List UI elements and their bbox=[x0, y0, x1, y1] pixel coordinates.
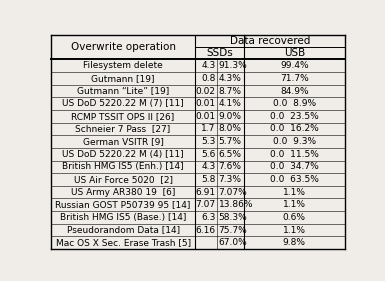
Text: 7.07: 7.07 bbox=[196, 200, 216, 209]
Text: 91.3%: 91.3% bbox=[219, 61, 248, 70]
Text: 1.1%: 1.1% bbox=[283, 200, 306, 209]
Text: Gutmann [19]: Gutmann [19] bbox=[91, 74, 155, 83]
Text: British HMG IS5 (Enh.) [14]: British HMG IS5 (Enh.) [14] bbox=[62, 162, 184, 171]
Text: 4.3: 4.3 bbox=[201, 61, 216, 70]
Text: RCMP TSSIT OPS II [26]: RCMP TSSIT OPS II [26] bbox=[72, 112, 175, 121]
Text: US DoD 5220.22 M (4) [11]: US DoD 5220.22 M (4) [11] bbox=[62, 150, 184, 159]
Text: 4.3%: 4.3% bbox=[219, 74, 241, 83]
Text: Overwrite operation: Overwrite operation bbox=[70, 42, 176, 52]
Text: 0.0  63.5%: 0.0 63.5% bbox=[270, 175, 319, 184]
Text: 5.3: 5.3 bbox=[201, 137, 216, 146]
Text: 0.0  23.5%: 0.0 23.5% bbox=[270, 112, 319, 121]
Text: 5.8: 5.8 bbox=[201, 175, 216, 184]
Text: 0.6%: 0.6% bbox=[283, 213, 306, 222]
Text: 7.6%: 7.6% bbox=[219, 162, 242, 171]
Text: 0.0  9.3%: 0.0 9.3% bbox=[273, 137, 316, 146]
Text: 1.7: 1.7 bbox=[201, 124, 216, 133]
Text: 7.07%: 7.07% bbox=[219, 188, 248, 197]
Text: 0.8: 0.8 bbox=[201, 74, 216, 83]
Text: USB: USB bbox=[284, 48, 305, 58]
Text: German VSITR [9]: German VSITR [9] bbox=[83, 137, 164, 146]
Text: 6.16: 6.16 bbox=[196, 226, 216, 235]
Text: US Air Force 5020  [2]: US Air Force 5020 [2] bbox=[74, 175, 172, 184]
Text: 67.0%: 67.0% bbox=[219, 238, 248, 247]
Text: 8.7%: 8.7% bbox=[219, 87, 242, 96]
Text: 0.0  34.7%: 0.0 34.7% bbox=[270, 162, 319, 171]
Text: 6.91: 6.91 bbox=[196, 188, 216, 197]
Text: 4.3: 4.3 bbox=[201, 162, 216, 171]
Text: SSDs: SSDs bbox=[206, 48, 233, 58]
Text: Russian GOST P50739 95 [14]: Russian GOST P50739 95 [14] bbox=[55, 200, 191, 209]
Text: 4.1%: 4.1% bbox=[219, 99, 241, 108]
Text: Mac OS X Sec. Erase Trash [5]: Mac OS X Sec. Erase Trash [5] bbox=[55, 238, 191, 247]
Text: US Army AR380 19  [6]: US Army AR380 19 [6] bbox=[71, 188, 175, 197]
Text: 9.8%: 9.8% bbox=[283, 238, 306, 247]
Text: 71.7%: 71.7% bbox=[280, 74, 309, 83]
Text: 58.3%: 58.3% bbox=[219, 213, 248, 222]
Text: 1.1%: 1.1% bbox=[283, 188, 306, 197]
Text: 1.1%: 1.1% bbox=[283, 226, 306, 235]
Text: British HMG IS5 (Base.) [14]: British HMG IS5 (Base.) [14] bbox=[60, 213, 186, 222]
Text: 5.6: 5.6 bbox=[201, 150, 216, 159]
Text: 0.0  16.2%: 0.0 16.2% bbox=[270, 124, 319, 133]
Text: Data recovered: Data recovered bbox=[230, 36, 310, 46]
Text: 0.0  11.5%: 0.0 11.5% bbox=[270, 150, 319, 159]
Text: Gutmann “Lite” [19]: Gutmann “Lite” [19] bbox=[77, 87, 169, 96]
Text: 0.01: 0.01 bbox=[196, 99, 216, 108]
Text: US DoD 5220.22 M (7) [11]: US DoD 5220.22 M (7) [11] bbox=[62, 99, 184, 108]
Text: 84.9%: 84.9% bbox=[280, 87, 309, 96]
Text: 6.5%: 6.5% bbox=[219, 150, 242, 159]
Text: Schneier 7 Pass  [27]: Schneier 7 Pass [27] bbox=[75, 124, 171, 133]
Text: 7.3%: 7.3% bbox=[219, 175, 242, 184]
Text: 5.7%: 5.7% bbox=[219, 137, 242, 146]
Text: 9.0%: 9.0% bbox=[219, 112, 242, 121]
Text: 99.4%: 99.4% bbox=[280, 61, 309, 70]
Text: 75.7%: 75.7% bbox=[219, 226, 248, 235]
Text: 0.02: 0.02 bbox=[196, 87, 216, 96]
Text: Pseudorandom Data [14]: Pseudorandom Data [14] bbox=[67, 226, 180, 235]
Text: Filesystem delete: Filesystem delete bbox=[83, 61, 163, 70]
Text: 8.0%: 8.0% bbox=[219, 124, 242, 133]
Text: 0.0  8.9%: 0.0 8.9% bbox=[273, 99, 316, 108]
Text: 0.01: 0.01 bbox=[196, 112, 216, 121]
Text: 13.86%: 13.86% bbox=[219, 200, 253, 209]
Text: 6.3: 6.3 bbox=[201, 213, 216, 222]
